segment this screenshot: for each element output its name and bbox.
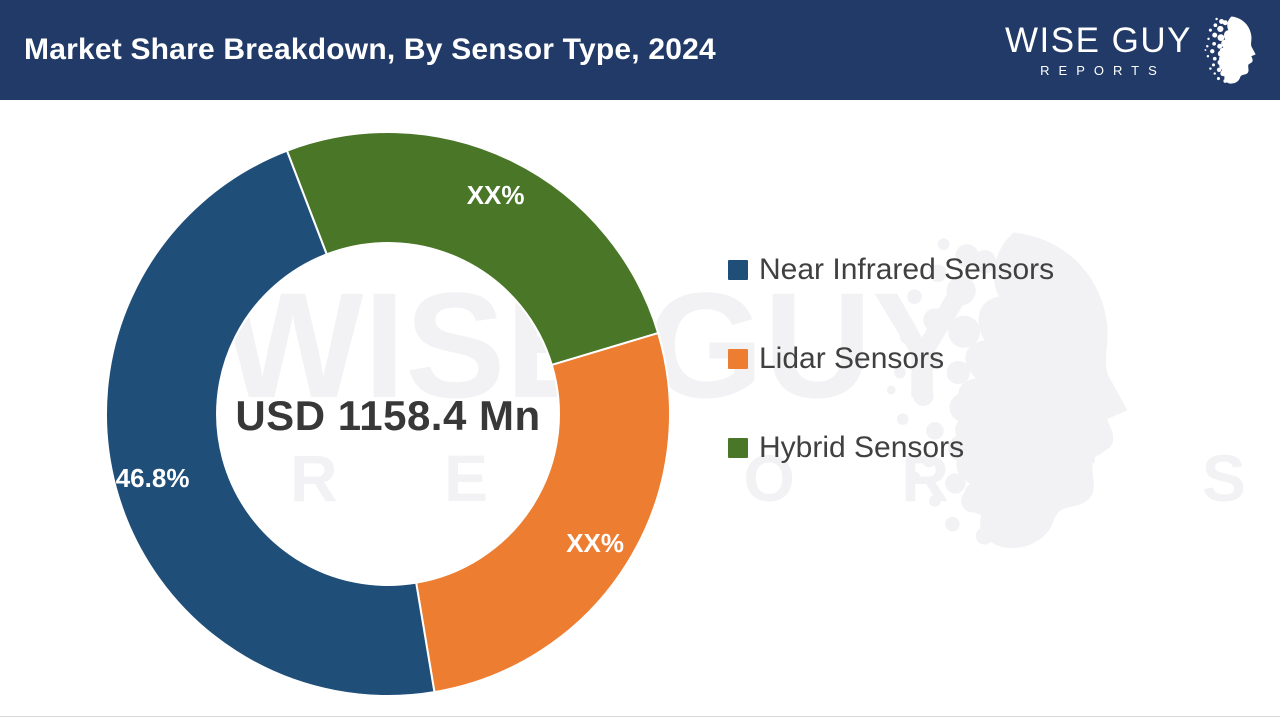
legend-label: Lidar Sensors [759,342,945,375]
slice-label-lidar-sensors: XX% [566,528,624,558]
legend-item-near-infrared-sensors[interactable]: Near Infrared Sensors [728,252,1054,288]
logo-wordmark-line2: REPORTS [1040,63,1166,78]
donut-slice-near-infrared-sensors[interactable] [105,149,436,697]
legend-swatch-near-infrared [728,260,748,280]
legend-label: Hybrid Sensors [759,431,965,464]
logo-face-icon [1204,16,1256,84]
header: Market Share Breakdown, By Sensor Type, … [0,0,1280,100]
legend-swatch-lidar [728,349,748,369]
slice-label-near-infrared-sensors: 46.8% [116,463,190,493]
donut-slice-lidar-sensors[interactable] [415,332,671,694]
logo-wordmark-line1: WISE GUY [1004,21,1192,60]
slice-label-hybrid-sensors: XX% [467,180,525,210]
legend-item-lidar-sensors[interactable]: Lidar Sensors [728,341,1054,377]
brand-logo: WISE GUY REPORTS [1005,12,1260,88]
legend-item-hybrid-sensors[interactable]: Hybrid Sensors [728,430,1054,466]
legend-label: Near Infrared Sensors [759,253,1055,286]
legend-swatch-hybrid [728,438,748,458]
chart-area: WISE GUY R E P O R T S XX% XX% 46.8% USD 1… [0,100,1280,720]
donut-slice-hybrid-sensors[interactable] [285,131,660,366]
page-title: Market Share Breakdown, By Sensor Type, … [24,33,716,66]
logo-wordmark: WISE GUY REPORTS [1005,23,1192,77]
donut-chart: XX% XX% 46.8% [105,131,671,697]
chart-center-value: USD 1158.4 Mn [235,392,541,439]
legend: Near Infrared Sensors Lidar Sensors Hybr… [728,252,1054,519]
